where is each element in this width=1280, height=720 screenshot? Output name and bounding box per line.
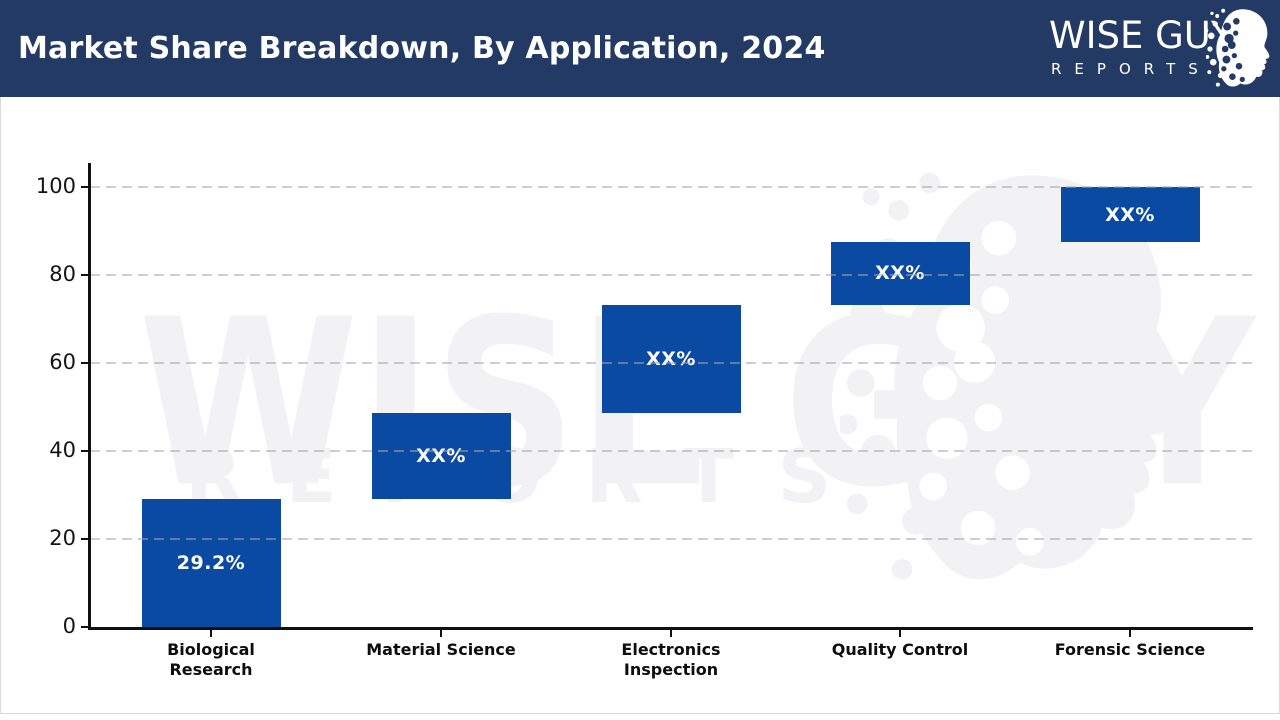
- bar-value-label: XX%: [875, 262, 925, 285]
- y-tick-mark: [81, 538, 89, 540]
- x-tick-label-line: Forensic Science: [1054, 640, 1206, 659]
- logo-wordmark: WISE GUY: [1049, 14, 1234, 57]
- bar-value-label: XX%: [416, 444, 466, 467]
- x-tick-label-line: Material Science: [366, 640, 516, 659]
- y-tick-label: 60: [49, 350, 76, 374]
- bar-value-label: XX%: [1105, 203, 1155, 226]
- bar-value-label: 29.2%: [176, 551, 246, 574]
- bar-quality-control: XX%: [830, 242, 970, 305]
- y-gridline: [90, 538, 1253, 540]
- bar-value-label: XX%: [646, 348, 696, 371]
- y-tick-mark: [81, 362, 89, 364]
- y-gridline: [90, 186, 1253, 188]
- bar-material-science: XX%: [371, 413, 511, 499]
- y-tick-mark: [81, 626, 89, 628]
- x-tick-label-quality-control: Quality Control: [808, 640, 992, 660]
- y-tick-mark: [81, 274, 89, 276]
- x-tick-label-biological-research: Biological Research: [119, 640, 303, 680]
- y-axis-line: [88, 163, 91, 629]
- logo-face-icon: [1206, 8, 1270, 87]
- x-tick-mark: [670, 629, 672, 637]
- y-gridline: [90, 362, 1253, 364]
- y-gridline: [90, 274, 1253, 276]
- x-tick-label-line: Electronics: [621, 640, 721, 659]
- y-tick-label: 20: [49, 526, 76, 550]
- y-gridline: [90, 450, 1253, 452]
- page-title: Market Share Breakdown, By Application, …: [18, 31, 826, 66]
- logo: WISE GUY REPORTS: [1020, 0, 1280, 97]
- x-axis-line: [88, 627, 1253, 630]
- logo-subtitle: REPORTS: [1051, 60, 1211, 78]
- y-tick-mark: [81, 186, 89, 188]
- y-tick-label: 100: [35, 174, 76, 198]
- bar-electronics-inspection: XX%: [601, 304, 741, 414]
- y-tick-mark: [81, 450, 89, 452]
- x-tick-label-line: Research: [169, 660, 253, 679]
- y-tick-label: 80: [49, 262, 76, 286]
- x-tick-label-material-science: Material Science: [349, 640, 533, 660]
- x-tick-label-electronics-inspection: Electronics Inspection: [579, 640, 763, 680]
- x-tick-mark: [210, 629, 212, 637]
- x-tick-label-line: Biological: [167, 640, 255, 659]
- y-tick-label: 0: [62, 614, 76, 638]
- bar-biological-research: 29.2%: [141, 498, 281, 627]
- x-tick-label-forensic-science: Forensic Science: [1038, 640, 1222, 660]
- header-bar: Market Share Breakdown, By Application, …: [0, 0, 1280, 97]
- bar-forensic-science: XX%: [1060, 187, 1200, 242]
- x-tick-label-line: Inspection: [623, 660, 719, 679]
- x-tick-mark: [440, 629, 442, 637]
- x-tick-label-line: Quality Control: [831, 640, 969, 659]
- x-tick-mark: [899, 629, 901, 637]
- y-tick-label: 40: [49, 438, 76, 462]
- x-tick-mark: [1129, 629, 1131, 637]
